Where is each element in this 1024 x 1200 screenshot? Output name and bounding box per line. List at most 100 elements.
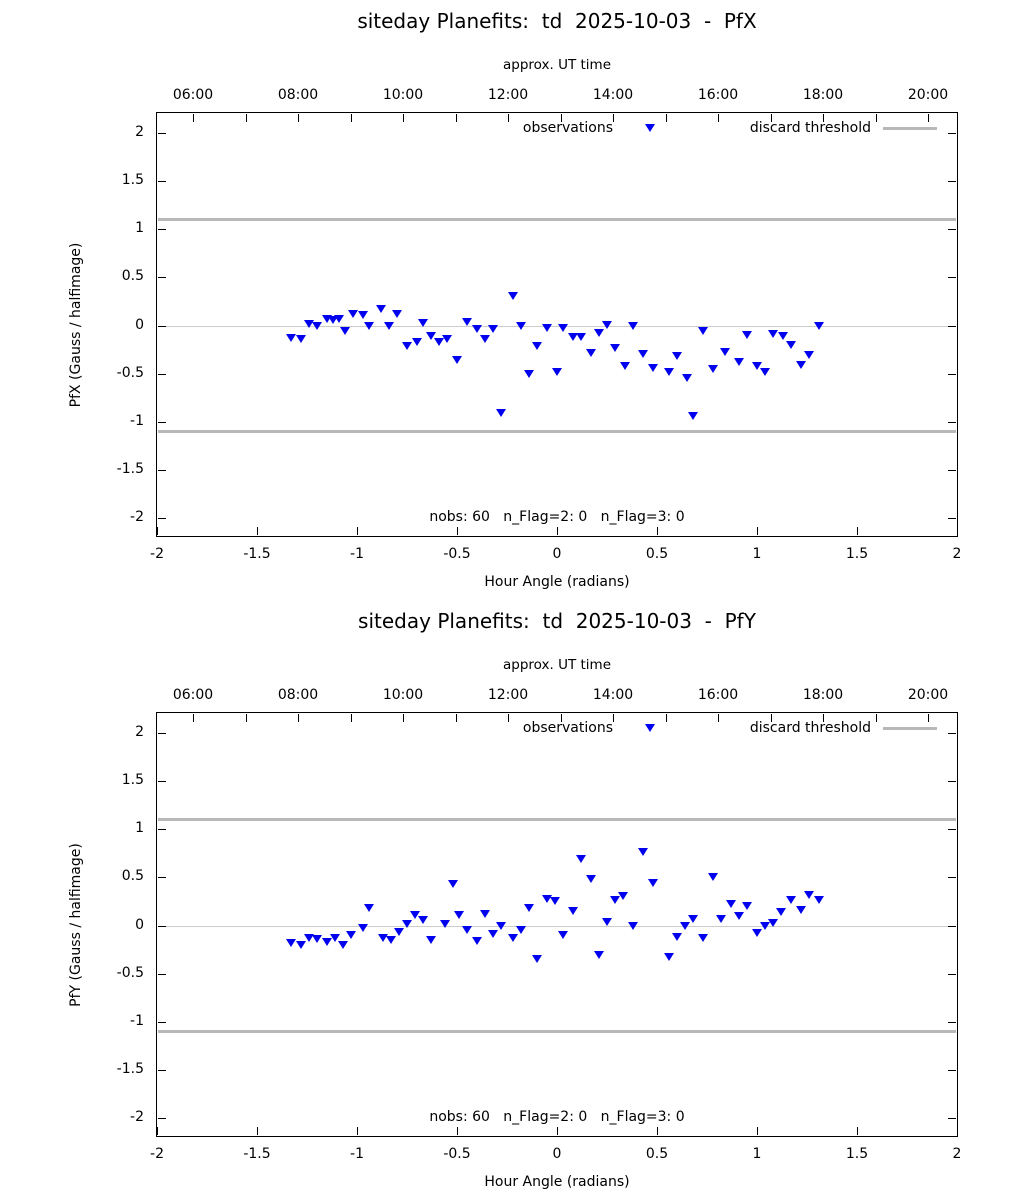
ut-hour-tick (298, 714, 299, 722)
y-tick-mirror (948, 1118, 956, 1119)
observation-point (340, 327, 350, 336)
ut-tick-label: 10:00 (382, 87, 424, 103)
ut-hour-tick (770, 714, 772, 722)
ut-tick-label: 06:00 (172, 87, 214, 103)
ut-tick-label: 12:00 (487, 87, 529, 103)
observation-point (462, 926, 472, 935)
observation-point (742, 902, 752, 911)
x-tick (257, 527, 258, 535)
pfx-chart: siteday Planefits: td 2025-10-03 - PfX a… (68, 9, 962, 590)
ut-hour-tick (928, 714, 929, 722)
ut-hour-tick (613, 714, 614, 722)
ut-hour-tick (823, 714, 824, 722)
y-tick (158, 1021, 166, 1023)
ut-hour-tick (928, 114, 929, 122)
observation-point (568, 907, 578, 916)
observation-point (524, 369, 534, 378)
observation-point (516, 926, 526, 935)
y-tick (158, 133, 166, 134)
y-tick-mirror (948, 469, 956, 471)
plot-dynamic-layer: -2 -1.5 -1 -0.5 0 0.5 1 1.5 2 -2 -1.5 -1 -0.5 0 0.5 1 1.… (117, 87, 962, 562)
x-tick-label: -0.5 (443, 1146, 471, 1162)
x-tick (657, 1127, 658, 1135)
observation-point (480, 909, 490, 918)
ut-tick-label: 06:00 (172, 687, 214, 703)
observation-point (698, 327, 708, 336)
ut-tick-label: 12:00 (487, 687, 529, 703)
observation-point (576, 855, 586, 864)
observation-point (672, 933, 682, 942)
ut-hour-tick (298, 114, 299, 122)
y-tick-label: 1.5 (121, 772, 144, 789)
ut-tick-label: 08:00 (277, 87, 319, 103)
observation-point (648, 363, 658, 372)
observation-point (418, 318, 428, 327)
observation-point (618, 891, 628, 900)
observation-point (392, 309, 402, 318)
observation-point (752, 929, 762, 938)
y-tick-mirror (948, 229, 956, 231)
observation-point (558, 324, 568, 333)
y-tick-mirror (948, 1069, 956, 1071)
observation-point (586, 875, 596, 884)
observation-point (734, 358, 744, 367)
observation-point (602, 320, 612, 329)
observation-point (620, 361, 630, 370)
x-tick-label: -1 (350, 1146, 364, 1162)
observation-point (312, 321, 322, 330)
observation-point (426, 332, 436, 341)
observation-point (586, 349, 596, 358)
observation-point (648, 879, 658, 888)
observation-point (304, 934, 314, 942)
observation-point (610, 343, 620, 352)
observation-point (568, 333, 578, 342)
x-tick-label: 1 (752, 546, 762, 562)
observation-point (786, 340, 796, 349)
observation-point (496, 409, 506, 418)
ut-hour-tick (718, 714, 719, 722)
y-tick-mirror (948, 181, 956, 183)
ut-hour-tick (455, 714, 457, 722)
observation-point (402, 341, 412, 350)
observation-point (628, 321, 638, 330)
observation-point (752, 361, 762, 370)
x-tick (857, 527, 858, 535)
observation-point (322, 937, 332, 946)
observation-point (768, 918, 778, 927)
observation-point (804, 890, 814, 899)
observation-point (488, 325, 498, 334)
observation-point (550, 897, 560, 906)
ut-tick-label: 10:00 (382, 687, 424, 703)
observation-point (552, 367, 562, 376)
observation-point (378, 934, 388, 942)
ut-hour-tick (403, 114, 404, 122)
observation-point (454, 910, 464, 919)
ut-time-axis-label: approx. UT time (503, 57, 611, 73)
y-tick-mirror (948, 518, 956, 519)
y-tick-mirror (948, 973, 956, 975)
legend-threshold-label: discard threshold (749, 720, 871, 736)
x-tick (357, 1127, 358, 1135)
observation-point (688, 914, 698, 923)
observation-point (364, 904, 374, 913)
observation-point (708, 873, 718, 882)
observation-point (440, 919, 450, 928)
y-tick-label: 0 (135, 316, 144, 333)
y-tick-label: 1.5 (121, 172, 144, 189)
y-tick-label: 0 (135, 916, 144, 933)
ut-hour-tick (508, 714, 509, 722)
x-tick-label: 2 (952, 1146, 962, 1162)
x-tick-label: 1.5 (845, 1146, 869, 1162)
stats-annotation: nobs: 60 n_Flag=2: 0 n_Flag=3: 0 (429, 509, 685, 525)
y-tick (158, 1118, 166, 1119)
x-tick-label: -2 (150, 1146, 164, 1162)
observation-point (328, 315, 338, 324)
observation-point (358, 924, 368, 933)
ut-hour-tick (560, 714, 562, 722)
y-tick-mirror (948, 781, 956, 783)
observation-point (322, 314, 332, 323)
observation-point (426, 935, 436, 944)
observation-point (786, 895, 796, 904)
ut-hour-tick (245, 714, 247, 722)
observation-point (358, 310, 368, 319)
